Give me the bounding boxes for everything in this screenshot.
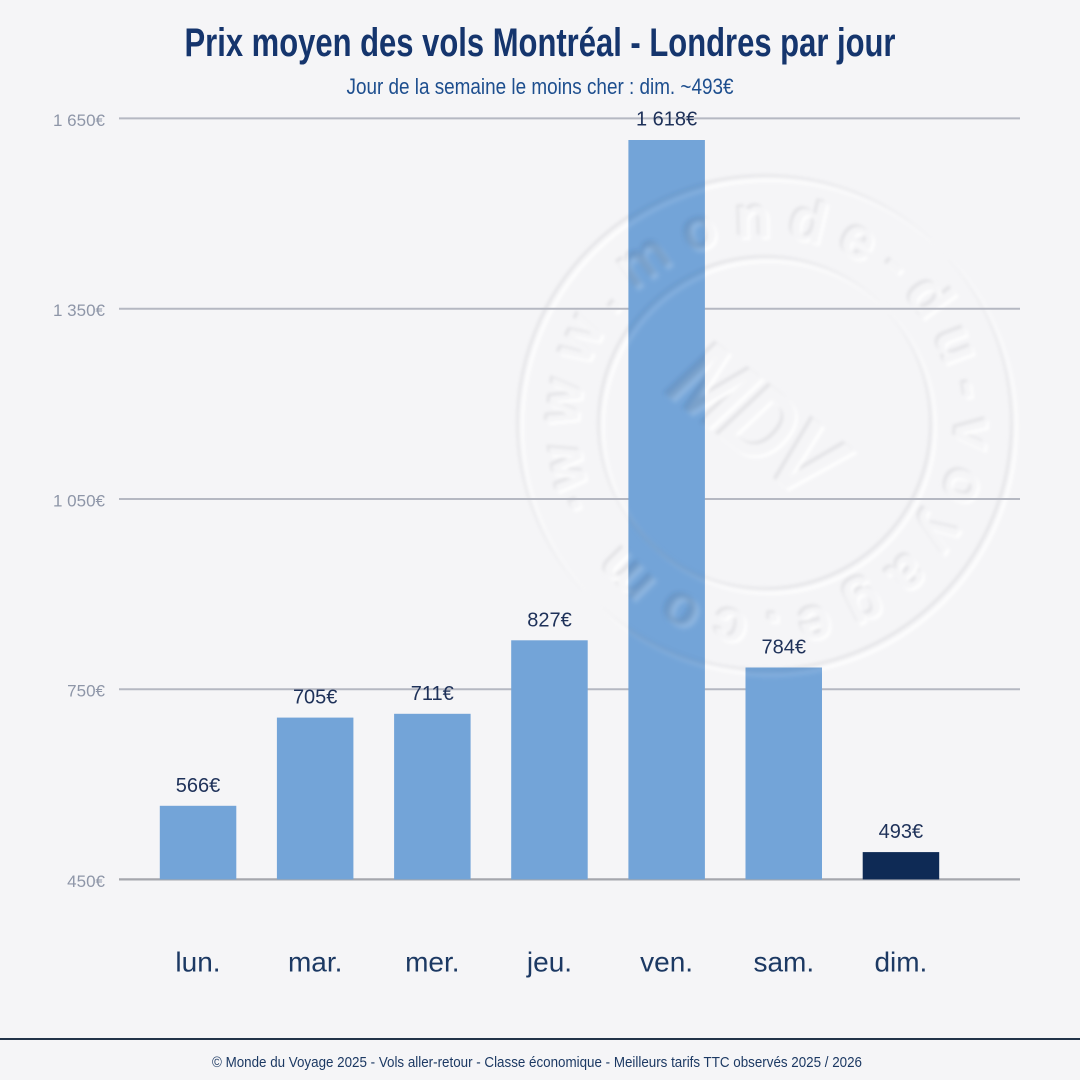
svg-text:450€: 450€ (67, 872, 105, 891)
svg-text:711€: 711€ (411, 683, 454, 705)
svg-text:Jour de la semaine le moins ch: Jour de la semaine le moins cher : dim. … (347, 74, 734, 99)
svg-text:566€: 566€ (176, 775, 221, 797)
svg-text:705€: 705€ (293, 687, 338, 709)
svg-text:lun.: lun. (175, 947, 220, 978)
svg-text:1 618€: 1 618€ (636, 109, 697, 131)
svg-text:827€: 827€ (527, 609, 572, 631)
svg-text:Prix moyen des vols Montréal -: Prix moyen des vols Montréal - Londres p… (185, 21, 896, 65)
svg-text:493€: 493€ (879, 821, 924, 843)
svg-text:ven.: ven. (640, 947, 693, 978)
svg-text:mar.: mar. (288, 947, 342, 978)
svg-text:© Monde du Voyage 2025 - Vols: © Monde du Voyage 2025 - Vols aller-reto… (212, 1054, 862, 1071)
svg-text:784€: 784€ (762, 637, 807, 659)
svg-text:1 650€: 1 650€ (53, 111, 106, 130)
svg-text:jeu.: jeu. (526, 947, 572, 978)
svg-text:1 350€: 1 350€ (53, 301, 106, 320)
svg-text:dim.: dim. (874, 947, 927, 978)
svg-text:sam.: sam. (753, 947, 814, 978)
svg-text:1 050€: 1 050€ (53, 491, 106, 510)
svg-text:750€: 750€ (67, 682, 105, 701)
svg-text:mer.: mer. (405, 947, 459, 978)
